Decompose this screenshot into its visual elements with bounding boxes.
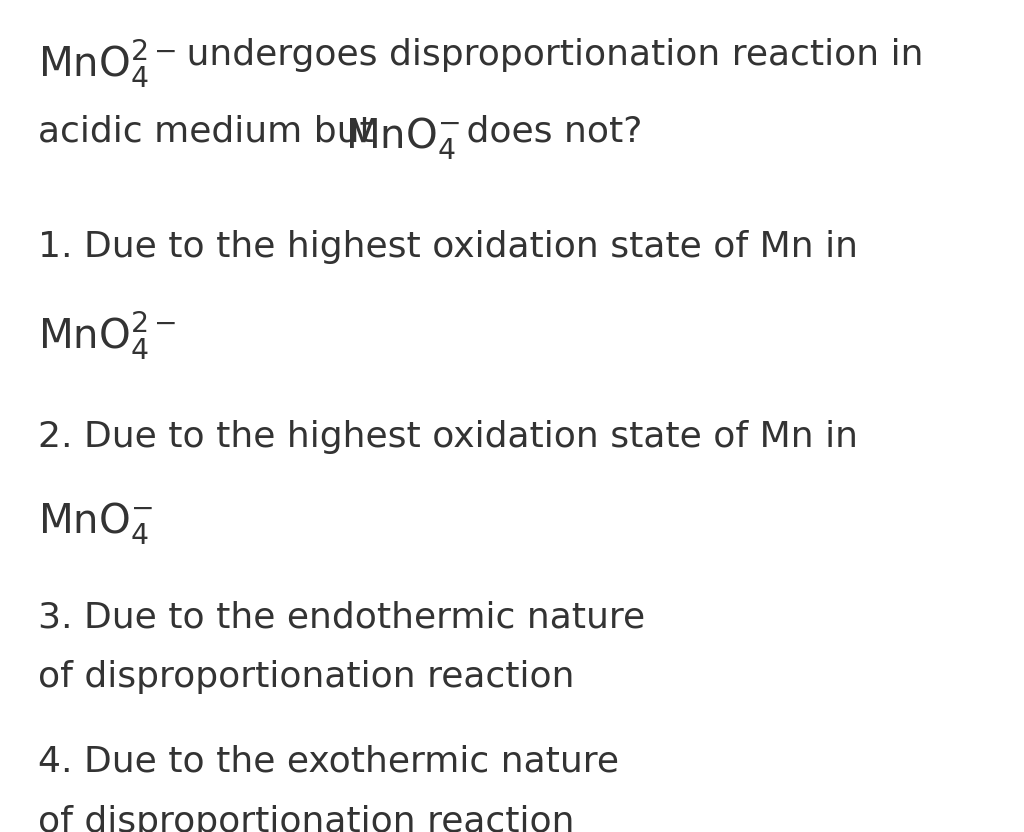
Text: of disproportionation reaction: of disproportionation reaction	[38, 660, 574, 694]
Text: 1. Due to the highest oxidation state of Mn in: 1. Due to the highest oxidation state of…	[38, 230, 858, 264]
Text: 3. Due to the endothermic nature: 3. Due to the endothermic nature	[38, 600, 645, 634]
Text: 2. Due to the highest oxidation state of Mn in: 2. Due to the highest oxidation state of…	[38, 420, 858, 454]
Text: acidic medium but: acidic medium but	[38, 115, 385, 149]
Text: 4. Due to the exothermic nature: 4. Due to the exothermic nature	[38, 745, 618, 779]
Text: $\mathrm{MnO_4^{-}}$: $\mathrm{MnO_4^{-}}$	[345, 115, 460, 161]
Text: $\mathrm{MnO_4^{2-}}$: $\mathrm{MnO_4^{2-}}$	[38, 310, 176, 362]
Text: undergoes disproportionation reaction in: undergoes disproportionation reaction in	[175, 38, 924, 72]
Text: of disproportionation reaction: of disproportionation reaction	[38, 805, 574, 832]
Text: does not?: does not?	[455, 115, 642, 149]
Text: $\mathrm{MnO_4^{-}}$: $\mathrm{MnO_4^{-}}$	[38, 500, 153, 546]
Text: $\mathrm{MnO_4^{2-}}$: $\mathrm{MnO_4^{2-}}$	[38, 38, 176, 90]
